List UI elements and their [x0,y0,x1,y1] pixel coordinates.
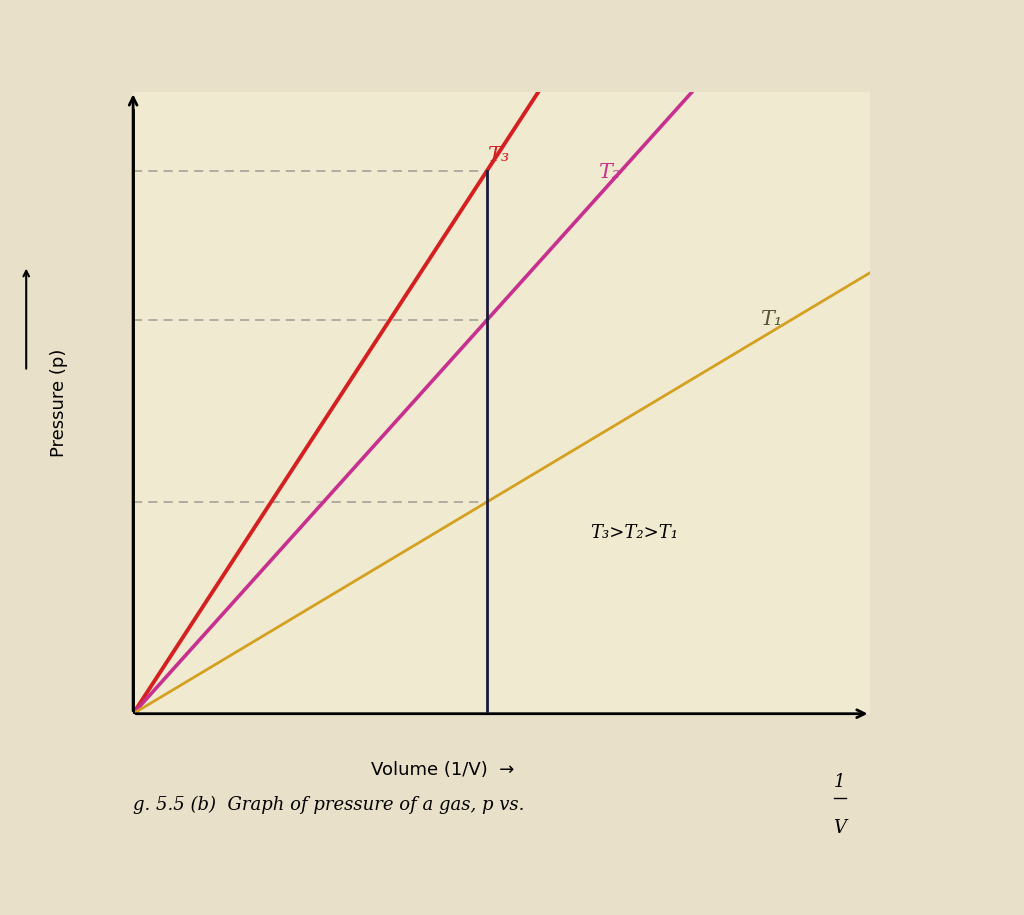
Text: T₁: T₁ [760,310,782,329]
Text: 1: 1 [834,773,846,791]
Text: T₃>T₂>T₁: T₃>T₂>T₁ [590,523,678,542]
Text: g. 5.5 (b)  Graph of pressure of a gas, p vs.: g. 5.5 (b) Graph of pressure of a gas, p… [133,796,530,814]
Text: T₂: T₂ [598,163,620,182]
Text: Pressure (p): Pressure (p) [50,349,69,457]
Text: V: V [834,819,846,837]
Text: T₃: T₃ [487,146,509,165]
Text: Volume (1/V)  →: Volume (1/V) → [371,760,514,779]
